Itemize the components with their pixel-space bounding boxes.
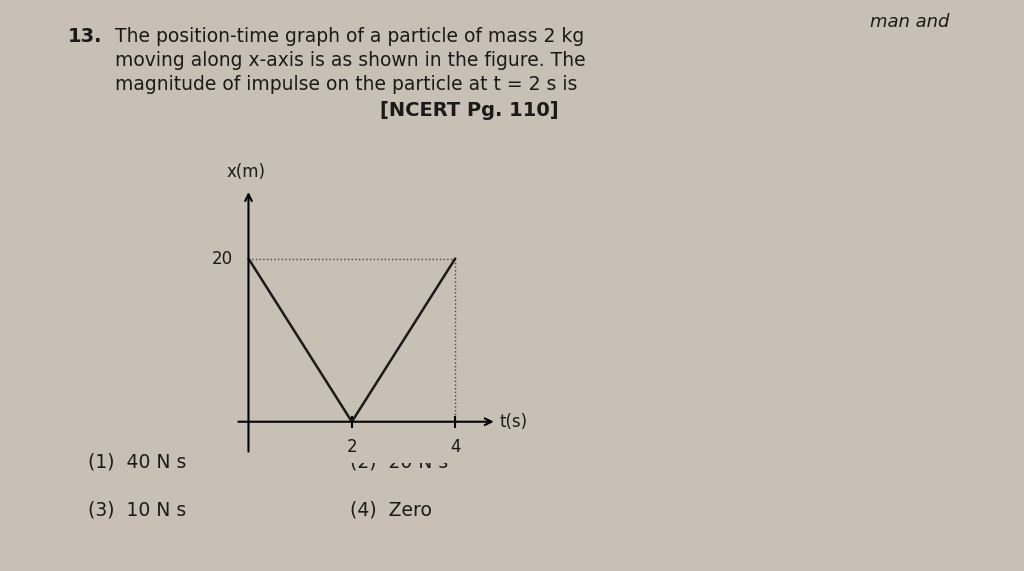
Text: x(m): x(m)	[226, 163, 265, 181]
Text: [NCERT Pg. 110]: [NCERT Pg. 110]	[380, 101, 559, 120]
Text: 2: 2	[346, 438, 357, 456]
Text: t(s): t(s)	[499, 413, 527, 431]
Text: (1)  40 N s: (1) 40 N s	[88, 453, 186, 472]
Text: man and: man and	[870, 13, 949, 31]
Text: moving along x-axis is as shown in the figure. The: moving along x-axis is as shown in the f…	[115, 51, 586, 70]
Text: 13.: 13.	[68, 27, 102, 46]
Text: (3)  10 N s: (3) 10 N s	[88, 501, 186, 520]
Text: (4)  Zero: (4) Zero	[350, 501, 432, 520]
Text: 4: 4	[450, 438, 461, 456]
Text: The position-time graph of a particle of mass 2 kg: The position-time graph of a particle of…	[115, 27, 585, 46]
Text: 20: 20	[212, 250, 233, 268]
Text: magnitude of impulse on the particle at t = 2 s is: magnitude of impulse on the particle at …	[115, 75, 578, 94]
Text: (2)  20 N s: (2) 20 N s	[350, 453, 449, 472]
